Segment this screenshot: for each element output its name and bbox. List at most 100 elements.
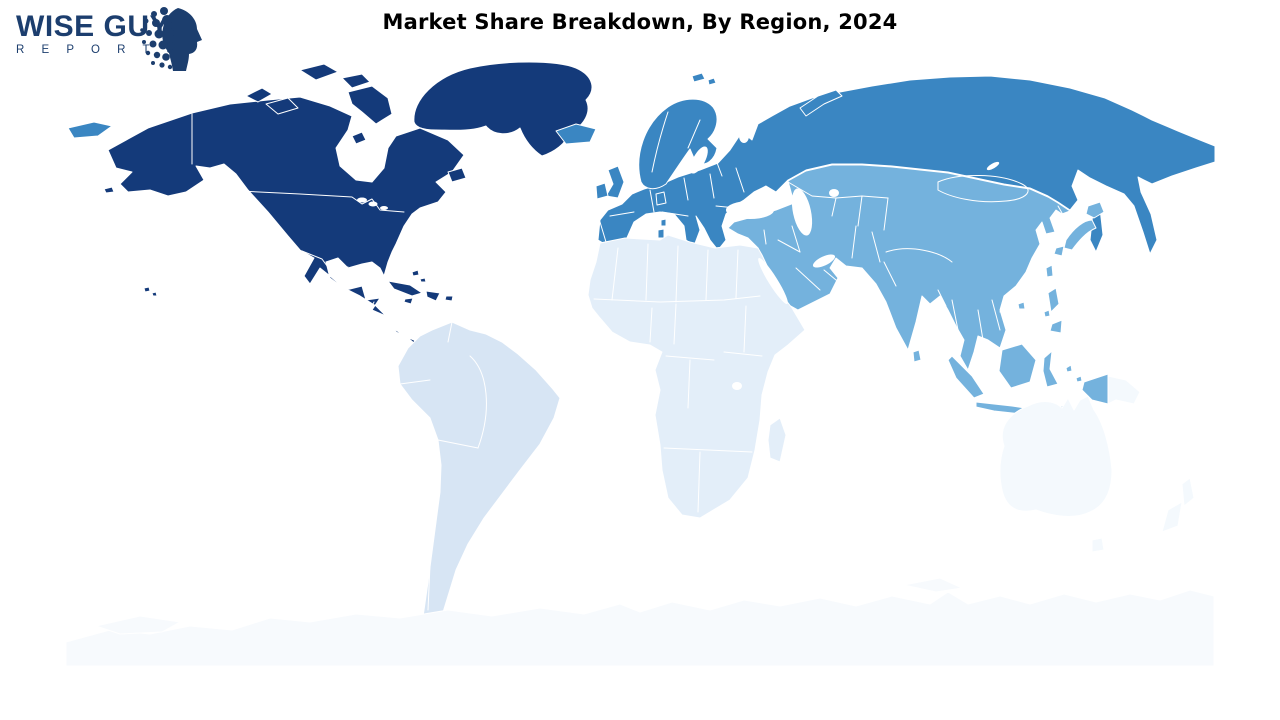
island-new-zealand-north — [1181, 477, 1195, 507]
island-ireland — [595, 182, 609, 200]
border-africa-sahara-2 — [645, 243, 649, 301]
border-italy-north — [661, 211, 689, 217]
border-mongolia — [937, 175, 1029, 203]
border-africa-zambia — [663, 447, 753, 453]
aral-sea — [829, 189, 839, 197]
lake-victoria — [732, 382, 742, 390]
page-title: Market Share Breakdown, By Region, 2024 — [382, 10, 898, 34]
island-papua-new-guinea — [1107, 375, 1141, 405]
white-sea — [739, 129, 749, 143]
island-svalbard-2 — [707, 77, 717, 86]
lake-erie-ontario — [380, 206, 388, 210]
border-south-america-chile-argentina — [427, 519, 433, 611]
region-north-america — [103, 61, 593, 349]
border-india-china — [885, 248, 953, 263]
lake-baikal — [986, 161, 1000, 171]
landmass-scandinavia — [638, 98, 718, 190]
border-spain-france — [609, 211, 635, 217]
antarctic-peninsula — [95, 615, 181, 635]
border-africa-sahel-east — [659, 295, 761, 303]
island-sri-lanka — [912, 349, 922, 363]
border-africa-congo-north — [665, 355, 715, 361]
island-corsica — [660, 218, 667, 227]
island-bahamas-2 — [419, 277, 427, 283]
caspian-sea — [791, 188, 813, 236]
lake-michigan-huron — [368, 201, 378, 207]
island-bahamas-1 — [411, 269, 420, 277]
border-france-germany — [649, 189, 655, 213]
island-great-britain — [605, 165, 625, 199]
region-europe-russia — [67, 72, 1216, 358]
landmass-antarctica — [65, 589, 1215, 667]
border-saudi-yemen-oman — [795, 267, 821, 291]
island-hawaii-2 — [151, 291, 158, 297]
border-india-bangladesh — [937, 289, 947, 307]
island-sardinia — [657, 228, 665, 239]
island-newfoundland — [447, 167, 467, 183]
border-india-pakistan — [883, 261, 897, 287]
island-cuba — [387, 280, 423, 297]
island-svalbard-1 — [691, 72, 706, 83]
border-thailand-cambodia — [977, 309, 984, 341]
persian-gulf — [812, 254, 836, 268]
border-turkmenistan — [857, 195, 863, 227]
border-ukraine-russia — [735, 167, 745, 193]
border-iraq-iran — [791, 225, 801, 253]
border-sweden-finland — [687, 119, 701, 149]
black-sea — [726, 201, 774, 219]
island-moluccas-1 — [1065, 364, 1073, 373]
island-novaya-zemlya — [799, 89, 843, 117]
island-new-zealand-south — [1161, 501, 1183, 533]
border-afghanistan-pakistan — [871, 231, 881, 263]
antarctic-shelf — [903, 577, 963, 593]
border-uae-oman — [823, 269, 837, 281]
border-usa-mexico — [301, 250, 349, 271]
border-turkey-iraq — [763, 229, 767, 245]
border-africa-cameroon — [673, 303, 677, 345]
landmass-australia — [999, 395, 1113, 517]
island-jamaica — [403, 297, 414, 305]
border-germany-poland — [683, 177, 689, 201]
landmass-chukotka-west-sliver — [67, 121, 113, 139]
landmass-denmark — [655, 191, 667, 206]
border-africa-nigeria — [649, 307, 653, 343]
logo-subtitle: R E P O R T S — [16, 44, 182, 56]
landmass-europe-russia-mainland — [597, 75, 1216, 255]
island-luzon — [1047, 287, 1060, 313]
border-africa-sahara-5 — [735, 249, 739, 299]
border-kyrgyzstan — [883, 197, 889, 231]
baltic-sea — [690, 146, 708, 174]
island-borneo — [998, 343, 1037, 389]
island-sumatra — [947, 355, 985, 399]
border-africa-botswana — [697, 451, 701, 513]
border-africa-sahara-4 — [705, 249, 709, 301]
border-south-america-bolivia — [437, 439, 479, 449]
border-africa-sahel-west — [593, 298, 661, 303]
border-norway-sweden — [651, 111, 669, 173]
border-africa-sahara-1 — [611, 247, 619, 301]
island-madagascar — [767, 417, 787, 463]
island-moluccas-2 — [1075, 375, 1083, 383]
island-honshu — [1063, 219, 1097, 251]
island-visayas — [1043, 309, 1051, 318]
wise-guy-reports-logo: WISE GUY R E P O R T S — [16, 7, 226, 71]
border-central-america-4 — [401, 336, 407, 345]
island-sulawesi — [1042, 350, 1059, 388]
island-hokkaido — [1085, 201, 1105, 219]
border-poland-ukraine — [709, 173, 715, 199]
border-central-america-3 — [390, 330, 397, 337]
landmass-africa — [587, 234, 806, 519]
border-iraq-saudi — [777, 239, 801, 253]
island-kyushu — [1053, 245, 1065, 257]
island-puerto-rico — [444, 295, 454, 302]
border-africa-congo-east — [687, 359, 691, 409]
red-sea — [758, 257, 788, 305]
border-laos-vietnam — [991, 299, 1001, 331]
island-iceland — [555, 123, 597, 145]
border-south-america-brazil — [469, 355, 487, 449]
lake-superior — [357, 197, 367, 203]
landmass-asia-mainland — [727, 164, 1071, 371]
logo-text: WISE GUY R E P O R T S — [16, 12, 182, 57]
